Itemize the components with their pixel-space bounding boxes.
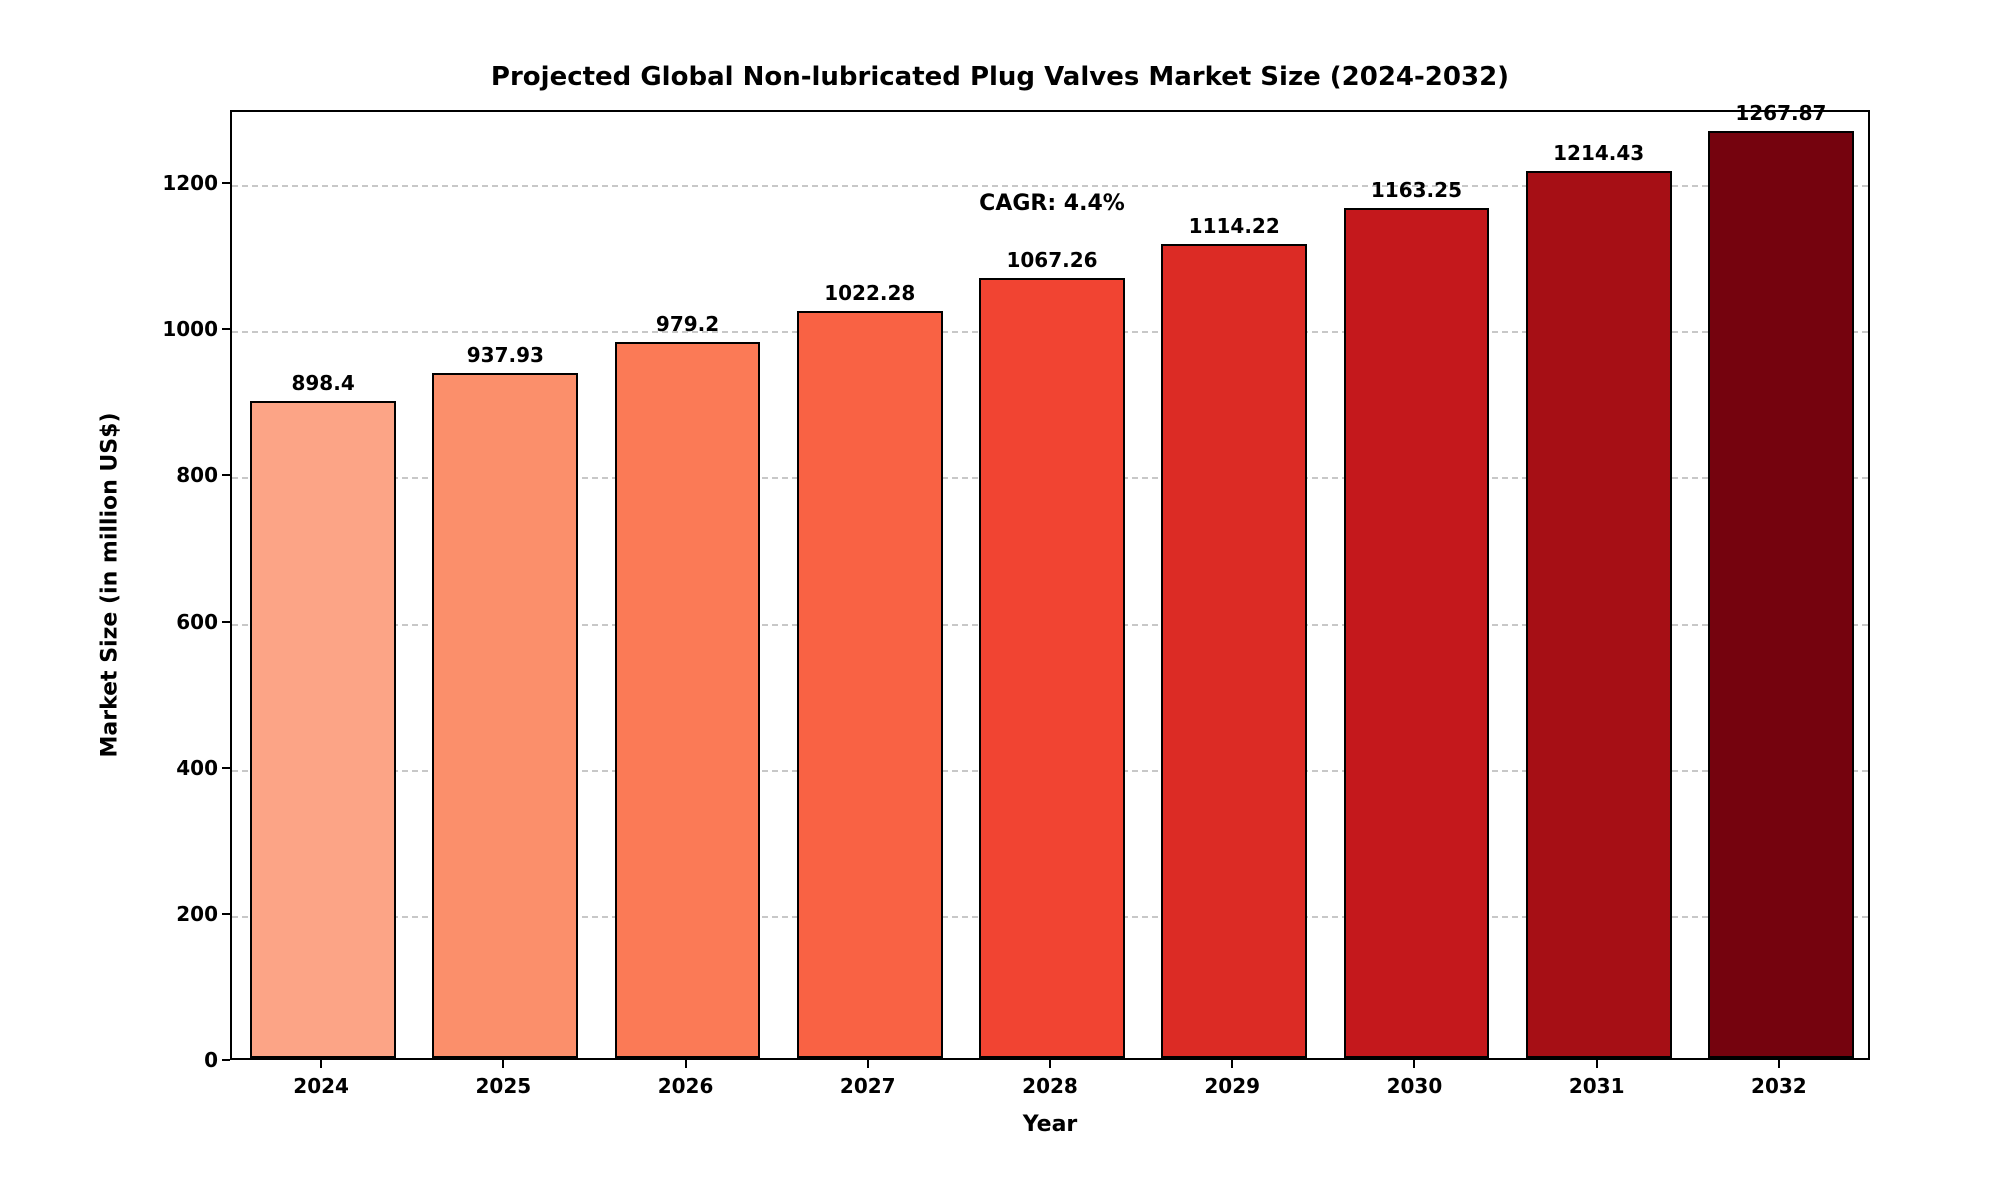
x-tick <box>1596 1060 1598 1068</box>
y-tick-label: 0 <box>204 1048 218 1072</box>
bar-value-label: 1267.87 <box>1735 101 1826 125</box>
bar <box>250 401 396 1058</box>
bar <box>1344 208 1490 1058</box>
y-tick-label: 800 <box>176 463 218 487</box>
bar <box>615 342 761 1058</box>
x-tick-label: 2032 <box>1751 1074 1807 1098</box>
x-tick-label: 2031 <box>1569 1074 1625 1098</box>
chart-container: Projected Global Non-lubricated Plug Val… <box>0 0 2000 1200</box>
y-tick-label: 400 <box>176 756 218 780</box>
x-tick <box>320 1060 322 1068</box>
y-tick-label: 600 <box>176 610 218 634</box>
y-tick <box>222 328 230 330</box>
x-axis-label: Year <box>230 1112 1870 1137</box>
x-tick <box>1049 1060 1051 1068</box>
x-tick <box>867 1060 869 1068</box>
x-tick <box>1231 1060 1233 1068</box>
bar <box>432 373 578 1058</box>
y-tick-label: 1000 <box>162 317 218 341</box>
bar <box>797 311 943 1058</box>
bar <box>979 278 1125 1058</box>
bar-value-label: 979.2 <box>656 312 719 336</box>
y-tick <box>222 913 230 915</box>
chart-title: Projected Global Non-lubricated Plug Val… <box>0 62 2000 92</box>
bar-value-label: 1214.43 <box>1553 141 1644 165</box>
y-tick <box>222 474 230 476</box>
plot-area: CAGR: 4.4% 898.4 937.93 979.2 1022.28 1067.2… <box>230 110 1870 1060</box>
bar-value-label: 937.93 <box>467 343 544 367</box>
x-tick-label: 2024 <box>293 1074 349 1098</box>
y-tick <box>222 1059 230 1061</box>
bar-value-label: 1114.22 <box>1189 214 1280 238</box>
x-tick-label: 2028 <box>1022 1074 1078 1098</box>
y-tick <box>222 767 230 769</box>
x-tick-label: 2026 <box>658 1074 714 1098</box>
y-axis-label: Market Size (in million US$) <box>98 412 123 757</box>
x-tick <box>1778 1060 1780 1068</box>
x-tick-label: 2030 <box>1387 1074 1443 1098</box>
x-tick <box>502 1060 504 1068</box>
y-tick <box>222 621 230 623</box>
bar <box>1708 131 1854 1058</box>
y-tick <box>222 182 230 184</box>
x-tick <box>685 1060 687 1068</box>
x-tick-label: 2025 <box>475 1074 531 1098</box>
x-tick-label: 2029 <box>1204 1074 1260 1098</box>
y-tick-label: 1200 <box>162 171 218 195</box>
x-tick <box>1413 1060 1415 1068</box>
bar-value-label: 1022.28 <box>824 281 915 305</box>
x-tick-label: 2027 <box>840 1074 896 1098</box>
bar-value-label: 1163.25 <box>1371 178 1462 202</box>
y-tick-label: 200 <box>176 902 218 926</box>
bar-value-label: 898.4 <box>291 371 354 395</box>
bar-value-label: 1067.26 <box>1006 248 1097 272</box>
bar <box>1526 171 1672 1058</box>
cagr-annotation: CAGR: 4.4% <box>979 191 1125 216</box>
bar <box>1161 244 1307 1058</box>
